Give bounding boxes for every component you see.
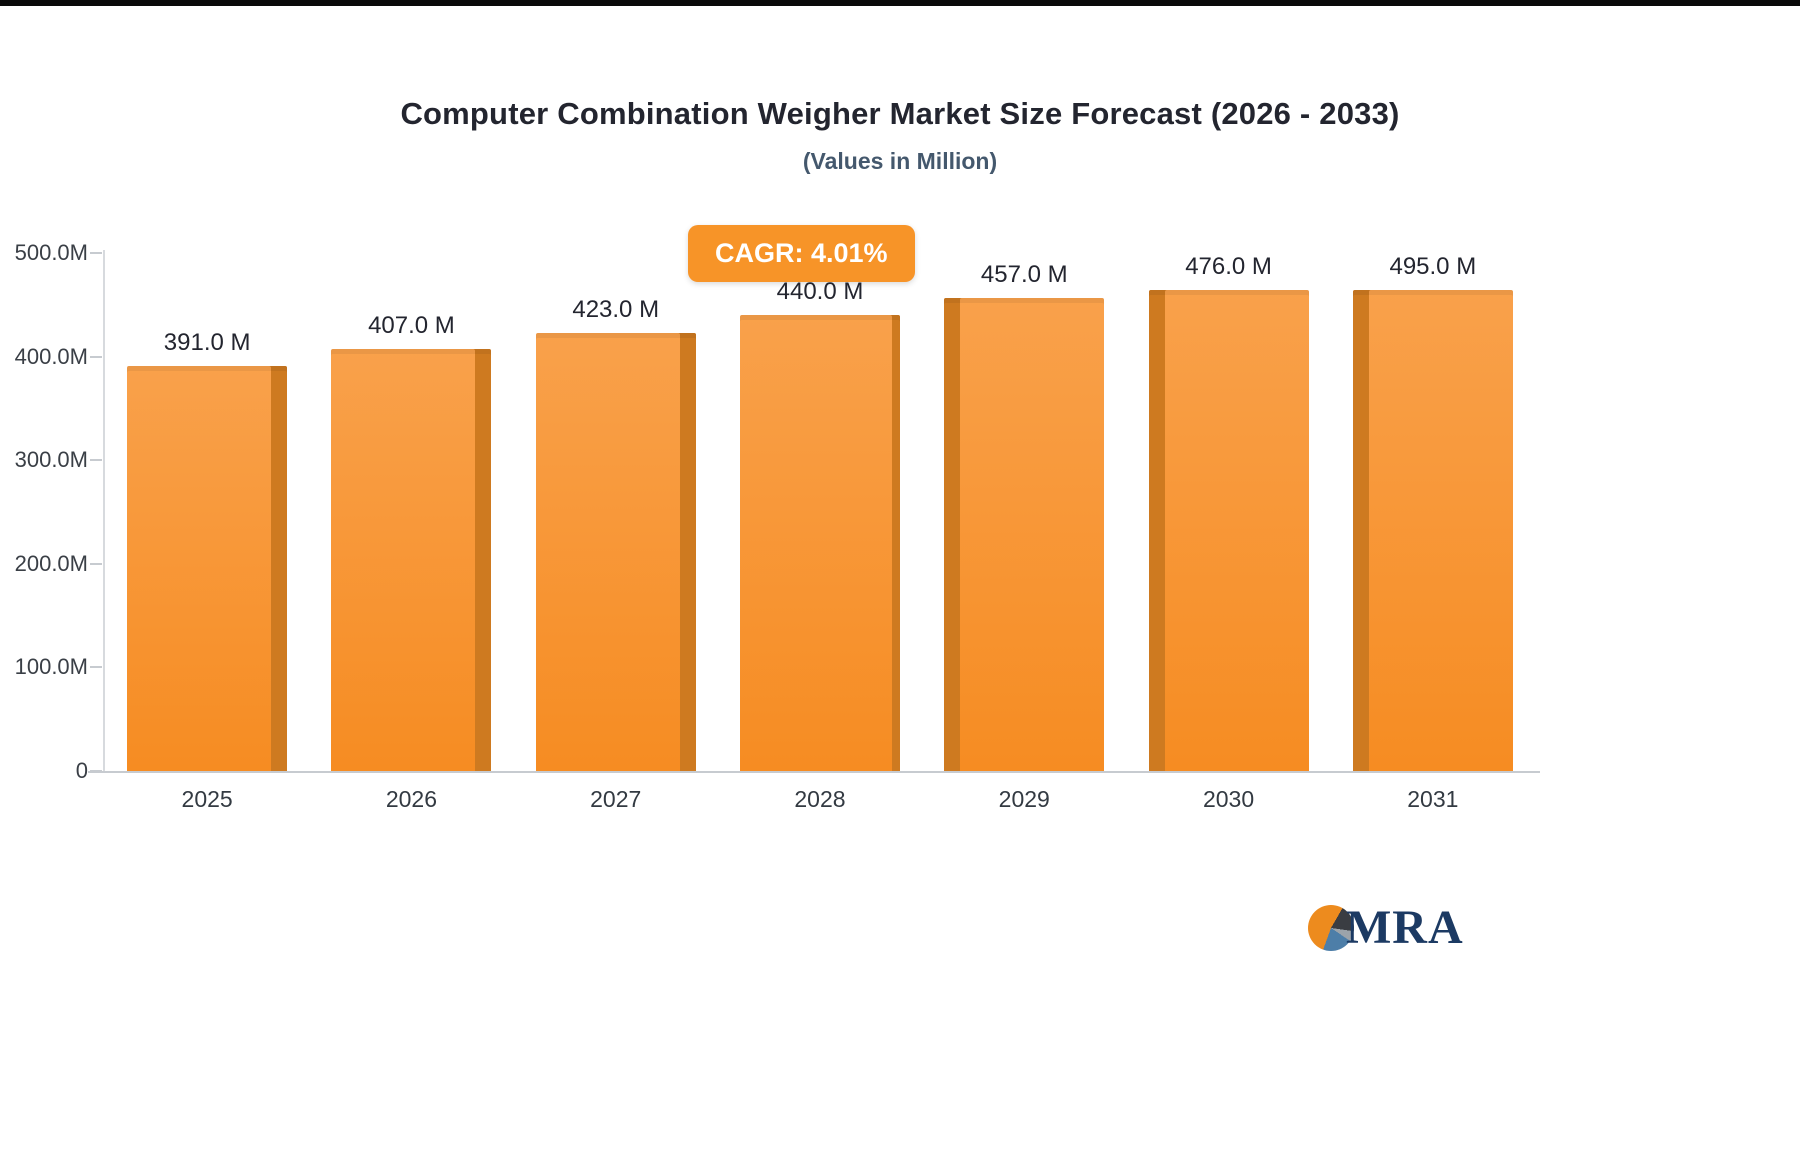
y-tick-label: 400.0M [14,343,88,369]
y-tick-label: 300.0M [14,447,88,473]
x-tick-label-2027: 2027 [590,786,642,812]
bar-series: 391.0 M 407.0 M 423.0 M 440.0 M 457.0 M 476.0… [105,253,1535,771]
x-tick-label-2025: 2025 [181,786,233,812]
y-tick-mark [90,562,102,565]
y-tick-mark [90,666,102,669]
bar-slot-2026: 407.0 M [309,253,513,771]
bar-value-label: 440.0 M [776,278,864,306]
x-tick-label-2031: 2031 [1407,786,1459,812]
chart-subtitle: (Values in Million) [802,148,998,174]
x-tick-label-2026: 2026 [385,786,437,812]
bar-2030 [1148,290,1309,771]
bar-value-label: 476.0 M [1185,253,1272,280]
bar-value-label: 423.0 M [572,295,660,323]
x-tick-label-2028: 2028 [794,786,846,812]
bar-2026 [331,349,492,771]
x-tick-label-2030: 2030 [1202,786,1255,812]
chart-title: Computer Combination Weigher Market Size… [400,96,1400,131]
cagr-badge: CAGR: 4.01% [688,225,915,282]
bar-value-label: 457.0 M [980,260,1068,288]
bar-slot-2025: 391.0 M [105,253,309,771]
bar-slot-2030: 476.0 M [1126,253,1330,771]
y-tick-mark [90,355,102,358]
logo-text: MRA [1346,901,1464,954]
bar-slot-2028: 440.0 M [718,253,922,771]
y-tick-label: 500.0M [14,240,88,265]
y-tick-mark [90,770,102,772]
bar-2029 [944,297,1105,771]
brand-logo: MRA [1308,900,1464,955]
x-axis-labels: 2025 2026 2027 2028 2029 2030 2031 [105,786,1535,813]
bar-value-label: 407.0 M [368,312,455,340]
window-top-edge [0,0,1800,6]
y-tick-label: 200.0M [14,550,88,576]
bar-2028 [739,315,900,771]
x-axis-baseline [88,771,1540,773]
y-tick-mark [90,459,102,462]
y-tick-mark [90,252,102,254]
bar-slot-2031: 495.0 M [1331,253,1535,771]
y-tick-label: 100.0M [14,654,88,680]
mra-pie-logo-icon [1308,904,1354,951]
bar-2031 [1352,290,1513,771]
x-tick-label-2029: 2029 [998,786,1050,812]
y-axis-line [103,250,105,773]
bar-slot-2027: 423.0 M [514,253,718,771]
bar-slot-2029: 457.0 M [922,253,1126,771]
bar-value-label: 391.0 M [163,328,251,356]
bar-value-label: 495.0 M [1389,253,1477,280]
y-tick-label: 0 [75,758,88,783]
bar-2027 [535,332,696,771]
bar-2025 [127,365,288,771]
